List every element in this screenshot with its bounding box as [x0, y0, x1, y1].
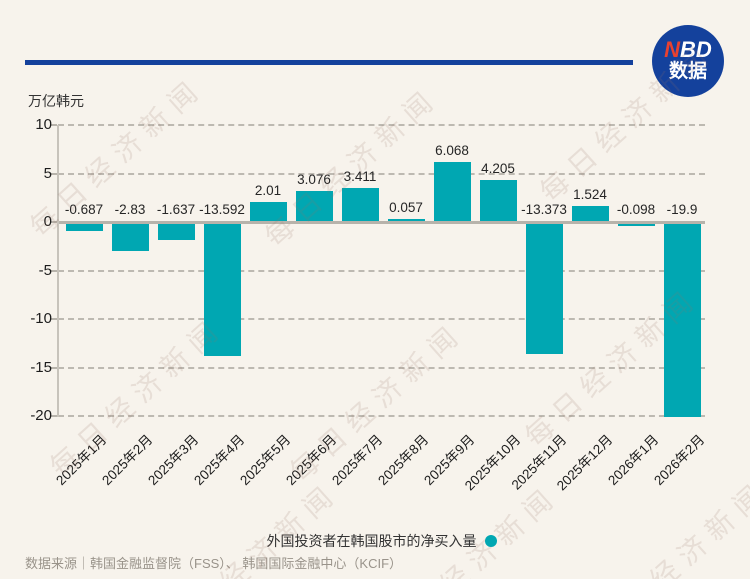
nbd-logo-bd: BD — [680, 37, 712, 62]
bar — [433, 162, 471, 221]
y-axis-line — [57, 125, 59, 417]
y-axis-tick-label: -5 — [38, 261, 52, 279]
bar — [203, 224, 241, 356]
bar — [295, 191, 333, 221]
y-axis-tick-label: -15 — [30, 358, 52, 376]
y-axis-tick-label: -10 — [30, 310, 52, 327]
bar-value-label: 4.205 — [481, 161, 515, 177]
gridline — [58, 172, 705, 175]
bar-value-label: 3.076 — [297, 172, 331, 188]
bar-value-label: 1.524 — [573, 187, 607, 203]
bar-value-label: -13.592 — [199, 202, 245, 217]
y-axis-tickmark — [51, 366, 57, 369]
bar — [571, 206, 609, 221]
y-axis-tickmark — [51, 172, 57, 175]
zero-gridline — [58, 221, 705, 224]
bar — [65, 224, 103, 231]
bar — [249, 201, 287, 221]
y-axis-tickmark — [51, 221, 57, 223]
y-axis-tick-label: 0 — [43, 213, 52, 230]
bar — [111, 224, 149, 252]
bar-value-label: -0.098 — [616, 202, 656, 217]
watermark-text: 每日经济新闻 — [259, 81, 445, 253]
legend-label: 外国投资者在韩国股市的净买入量 — [266, 533, 477, 549]
bar-value-label: 6.068 — [435, 143, 469, 159]
bar-value-label: -0.687 — [64, 202, 104, 217]
bar — [157, 224, 195, 240]
bar-value-label: -19.9 — [666, 202, 698, 217]
bar — [617, 224, 655, 226]
y-axis-unit-label: 万亿韩元 — [28, 93, 84, 109]
y-axis-tick-label: 5 — [43, 164, 52, 182]
y-axis-tickmark — [51, 415, 57, 417]
bar-value-label: -2.83 — [114, 202, 146, 217]
bar-value-label: 2.01 — [254, 182, 282, 198]
nbd-logo-subtitle: 数据 — [668, 61, 707, 82]
gridline — [58, 366, 705, 369]
bar — [525, 224, 563, 354]
bar-value-label: -13.373 — [521, 202, 567, 217]
header-divider-line — [25, 60, 633, 65]
bar — [387, 219, 425, 221]
nbd-logo: NBD 数据 — [652, 25, 724, 97]
bar — [479, 180, 517, 221]
legend-color-dot-icon — [484, 535, 497, 547]
y-axis-tickmark — [51, 124, 57, 126]
data-source-note: 数据来源｜韩国金融监督院（FSS）、 韩国国际金融中心（KCIF） — [25, 556, 403, 571]
bar-value-label: 3.411 — [343, 168, 377, 184]
bar — [341, 187, 379, 221]
y-axis-tick-label: -20 — [30, 407, 52, 424]
y-axis-tick-label: 10 — [35, 116, 52, 133]
nbd-logo-text: NBD — [664, 39, 712, 61]
bar-value-label: -1.637 — [156, 202, 196, 217]
gridline — [58, 318, 705, 320]
gridline — [58, 124, 705, 126]
y-axis-tickmark — [51, 318, 57, 320]
bar — [663, 224, 701, 418]
gridline — [58, 415, 705, 417]
gridline — [58, 269, 705, 272]
nbd-logo-n: N — [664, 37, 681, 62]
chart-legend: 外国投资者在韩国股市的净买入量 — [58, 531, 705, 551]
bar-value-label: 0.057 — [389, 200, 423, 215]
y-axis-tickmark — [51, 269, 57, 272]
